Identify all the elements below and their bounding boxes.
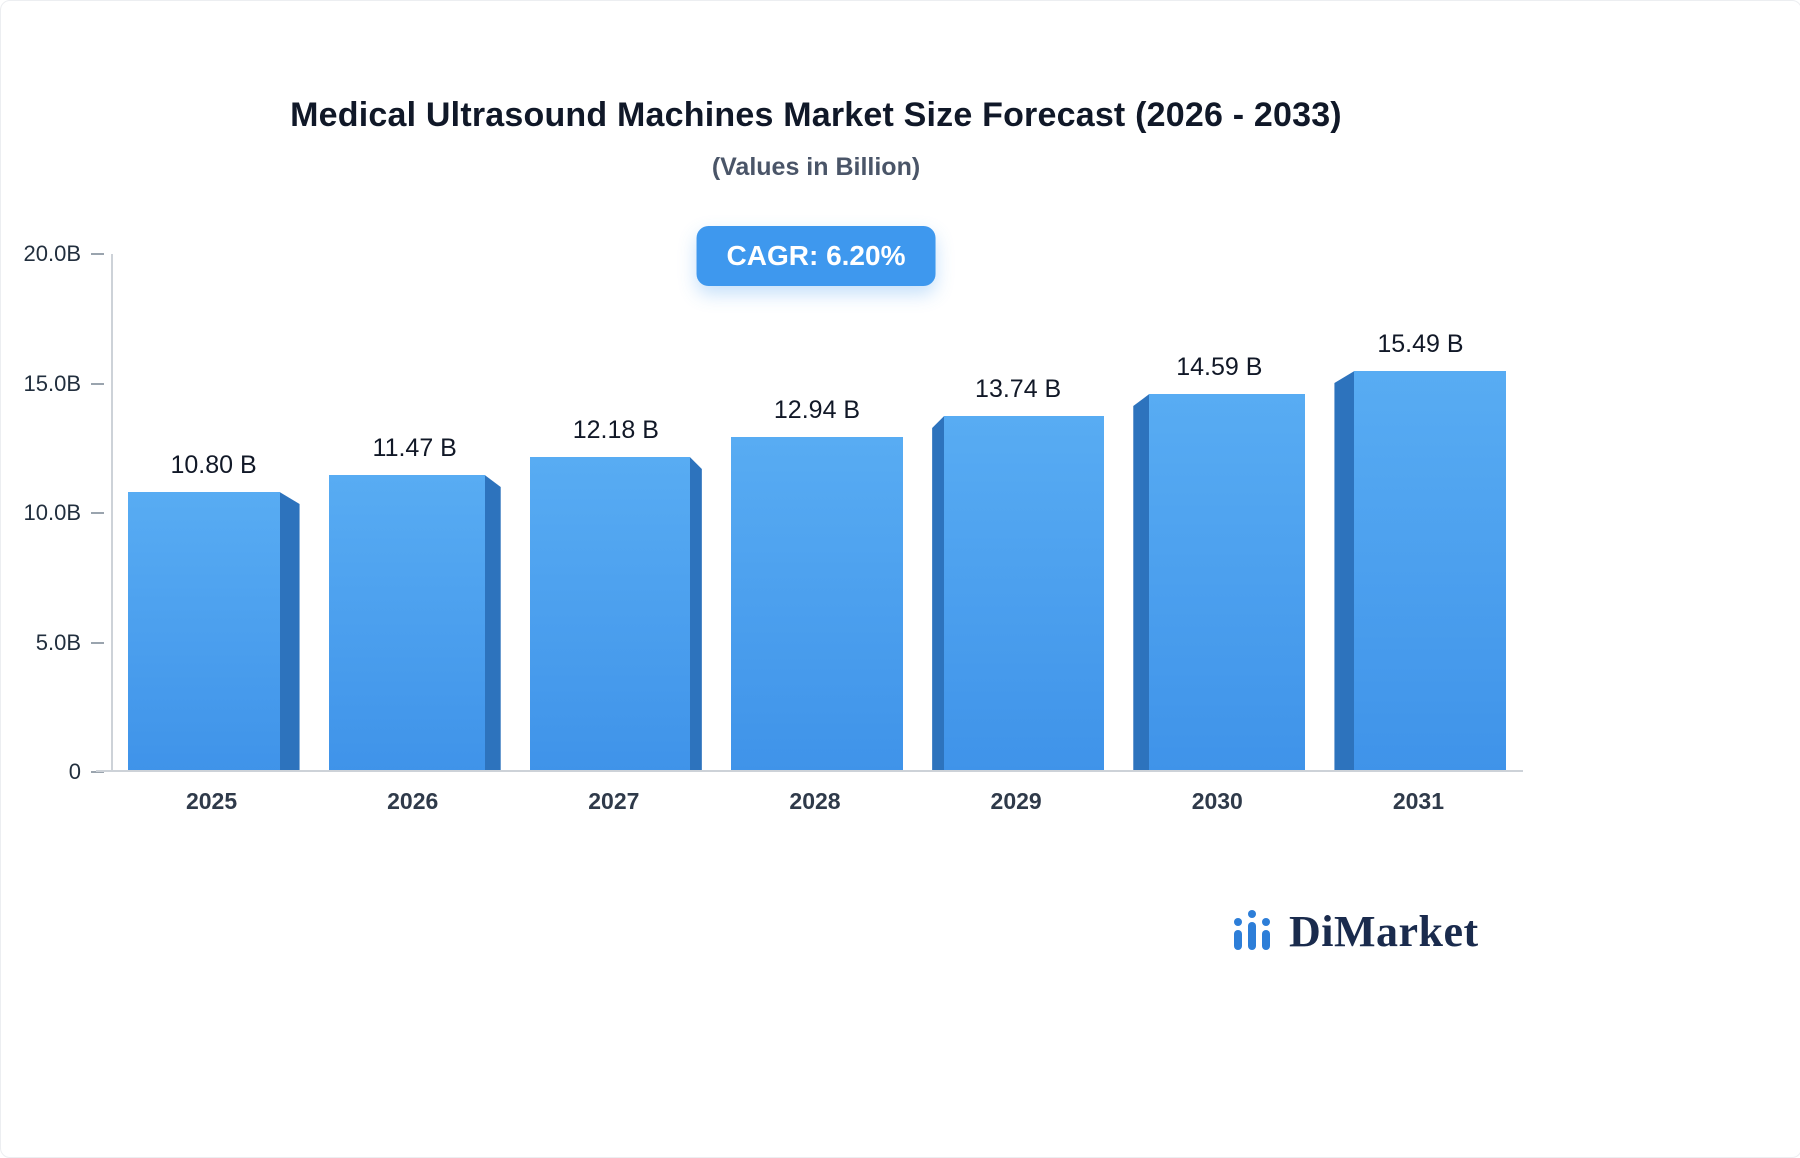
y-tick-mark xyxy=(91,641,104,644)
x-axis-line xyxy=(96,770,1523,772)
bar-face xyxy=(731,437,903,772)
bar-side xyxy=(689,457,702,772)
bar-2025 xyxy=(127,492,300,772)
cagr-badge: CAGR: 6.20% xyxy=(696,226,936,286)
chart-subtitle: (Values in Billion) xyxy=(711,153,921,181)
bar-face xyxy=(1149,394,1306,772)
y-tick-label: 0 xyxy=(68,759,81,784)
y-tick-label: 5.0B xyxy=(35,629,81,655)
y-tick-mark xyxy=(91,771,104,773)
bar-side xyxy=(1334,371,1355,772)
plot-area: 10.80 B 11.47 B 12.18 B 12.94 B 13.74 B 14.59… xyxy=(111,254,1521,772)
bar-value-label: 14.59 B xyxy=(1176,353,1263,381)
bar-face xyxy=(127,492,280,772)
bar-value-label: 11.47 B xyxy=(372,434,457,462)
x-axis-category-label: 2029 xyxy=(990,788,1042,814)
bar-face xyxy=(328,475,485,772)
x-axis-category-label: 2028 xyxy=(789,788,841,814)
bar-value-label: 10.80 B xyxy=(170,451,257,479)
bar-2031 xyxy=(1334,371,1507,772)
y-tick-mark xyxy=(91,382,104,385)
logo-text: DiMarket xyxy=(1289,907,1479,956)
y-tick-label: 20.0B xyxy=(23,241,82,266)
bar-side xyxy=(279,492,300,772)
bar-2026 xyxy=(328,475,501,772)
y-tick-label: 15.0B xyxy=(23,370,82,396)
y-tick-label: 10.0B xyxy=(23,500,82,525)
bar-side xyxy=(484,475,501,772)
dimarket-logo: DiMarket xyxy=(1229,906,1479,957)
bar-value-label: 13.74 B xyxy=(975,375,1062,403)
bar-face xyxy=(1354,371,1507,772)
x-axis-category-label: 2030 xyxy=(1191,788,1243,814)
bar-2030 xyxy=(1133,394,1306,772)
bar-face xyxy=(529,457,690,772)
bar-2028 xyxy=(731,437,903,772)
bar-side xyxy=(1133,394,1150,772)
x-axis-category-label: 2025 xyxy=(185,788,238,814)
bar-face xyxy=(944,416,1105,772)
y-tick-mark xyxy=(91,253,104,255)
bar-chart-icon xyxy=(1234,909,1270,950)
bar-2029 xyxy=(932,416,1105,772)
y-tick-mark xyxy=(91,512,104,514)
bar-value-label: 12.18 B xyxy=(572,416,659,444)
bar-2027 xyxy=(529,457,702,772)
x-axis-category-label: 2026 xyxy=(387,788,439,814)
chart-area: 10.80 B 11.47 B 12.18 B 12.94 B 13.74 B 14.59… xyxy=(1,241,1800,874)
bar-side xyxy=(932,416,945,772)
x-axis-category-label: 2027 xyxy=(588,788,640,814)
bar-value-label: 12.94 B xyxy=(773,396,861,424)
bar-value-label: 15.49 B xyxy=(1377,330,1464,358)
x-axis-category-label: 2031 xyxy=(1392,788,1444,814)
page-title: Medical Ultrasound Machines Market Size … xyxy=(290,96,1342,134)
chart-header: Medical Ultrasound Machines Market Size … xyxy=(111,1,1521,182)
